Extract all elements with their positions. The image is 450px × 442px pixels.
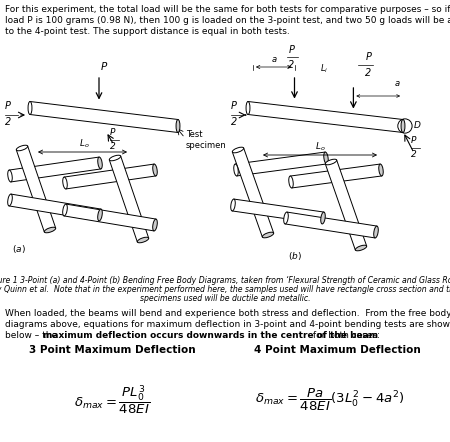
Ellipse shape <box>153 219 158 231</box>
Ellipse shape <box>137 237 148 243</box>
Text: P: P <box>288 45 294 55</box>
Ellipse shape <box>325 159 337 165</box>
Ellipse shape <box>262 232 274 238</box>
Text: 4 Point Maximum Deflection: 4 Point Maximum Deflection <box>254 345 420 355</box>
Text: P: P <box>101 62 107 72</box>
Text: Figure 1 3-Point (a) and 4-Point (b) Bending Free Body Diagrams, taken from ‘Fle: Figure 1 3-Point (a) and 4-Point (b) Ben… <box>0 276 450 285</box>
Text: 2: 2 <box>231 117 237 127</box>
Text: P: P <box>365 52 371 62</box>
Ellipse shape <box>8 170 12 182</box>
Polygon shape <box>9 194 101 221</box>
Text: P: P <box>110 128 115 137</box>
Ellipse shape <box>176 119 180 133</box>
Text: to the 4-point test. The support distance is equal in both tests.: to the 4-point test. The support distanc… <box>5 27 290 36</box>
Polygon shape <box>64 164 156 189</box>
Polygon shape <box>9 157 101 182</box>
Text: load P is 100 grams (0.98 N), then 100 g is loaded on the 3-point test, and two : load P is 100 grams (0.98 N), then 100 g… <box>5 16 450 25</box>
Text: diagrams above, equations for maximum deflection in 3-point and 4-point bending : diagrams above, equations for maximum de… <box>5 320 450 329</box>
Text: a: a <box>395 79 400 88</box>
Text: P: P <box>5 101 11 111</box>
Text: $(a)$: $(a)$ <box>12 243 26 255</box>
Ellipse shape <box>63 204 68 216</box>
Text: $L_o$: $L_o$ <box>315 141 325 153</box>
Ellipse shape <box>379 164 383 176</box>
Text: 2: 2 <box>411 150 417 159</box>
Text: 2: 2 <box>110 142 116 151</box>
Polygon shape <box>290 164 382 188</box>
Ellipse shape <box>98 209 102 221</box>
Text: $L_o$: $L_o$ <box>79 137 90 150</box>
Text: 2: 2 <box>5 117 11 127</box>
Ellipse shape <box>356 245 367 251</box>
Text: $L_i$: $L_i$ <box>320 62 328 75</box>
Ellipse shape <box>28 102 32 114</box>
Text: $\delta_{max} = \dfrac{PL_0^3}{48EI}$: $\delta_{max} = \dfrac{PL_0^3}{48EI}$ <box>74 383 150 417</box>
Text: $(b)$: $(b)$ <box>288 250 302 262</box>
Polygon shape <box>232 199 324 224</box>
Text: P: P <box>231 101 237 111</box>
Ellipse shape <box>98 157 102 169</box>
Text: maximum deflection occurs downwards in the centre of the beam: maximum deflection occurs downwards in t… <box>43 331 378 340</box>
Ellipse shape <box>246 102 250 114</box>
Ellipse shape <box>401 119 405 133</box>
Text: specimens used will be ductile and metallic.: specimens used will be ductile and metal… <box>140 294 310 303</box>
Polygon shape <box>248 102 403 133</box>
Text: $\delta_{max} = \dfrac{Pa}{48EI}(3L_0^2 - 4a^2)$: $\delta_{max} = \dfrac{Pa}{48EI}(3L_0^2 … <box>255 387 405 413</box>
Ellipse shape <box>232 147 244 153</box>
Text: D: D <box>414 122 420 130</box>
Polygon shape <box>285 212 377 238</box>
Polygon shape <box>235 152 327 176</box>
Polygon shape <box>109 156 148 242</box>
Polygon shape <box>16 146 56 232</box>
Text: 2: 2 <box>365 68 372 78</box>
Polygon shape <box>64 204 156 231</box>
Text: a: a <box>271 55 276 64</box>
Text: for both cases:: for both cases: <box>310 331 380 340</box>
Ellipse shape <box>8 194 12 206</box>
Ellipse shape <box>324 152 328 164</box>
Text: For this experiment, the total load will be the same for both tests for comparat: For this experiment, the total load will… <box>5 5 450 14</box>
Text: P: P <box>411 136 416 145</box>
Ellipse shape <box>289 176 293 188</box>
Text: When loaded, the beams will bend and experience both stress and deflection.  Fro: When loaded, the beams will bend and exp… <box>5 309 450 318</box>
Polygon shape <box>232 148 274 237</box>
Ellipse shape <box>231 199 235 211</box>
Polygon shape <box>30 102 178 133</box>
Text: by Quinn et al.  Note that in the experiment performed here, the samples used wi: by Quinn et al. Note that in the experim… <box>0 285 450 294</box>
Ellipse shape <box>374 226 378 238</box>
Ellipse shape <box>16 145 28 151</box>
Text: 3 Point Maximum Deflection: 3 Point Maximum Deflection <box>29 345 195 355</box>
Text: Test
specimen: Test specimen <box>186 130 227 150</box>
Ellipse shape <box>44 227 56 233</box>
Polygon shape <box>325 160 367 250</box>
Text: below – the: below – the <box>5 331 60 340</box>
Text: 2: 2 <box>288 60 295 70</box>
Ellipse shape <box>321 212 325 224</box>
Ellipse shape <box>109 155 121 161</box>
Ellipse shape <box>153 164 157 176</box>
Ellipse shape <box>63 177 67 189</box>
Ellipse shape <box>234 164 238 176</box>
Ellipse shape <box>284 212 288 224</box>
